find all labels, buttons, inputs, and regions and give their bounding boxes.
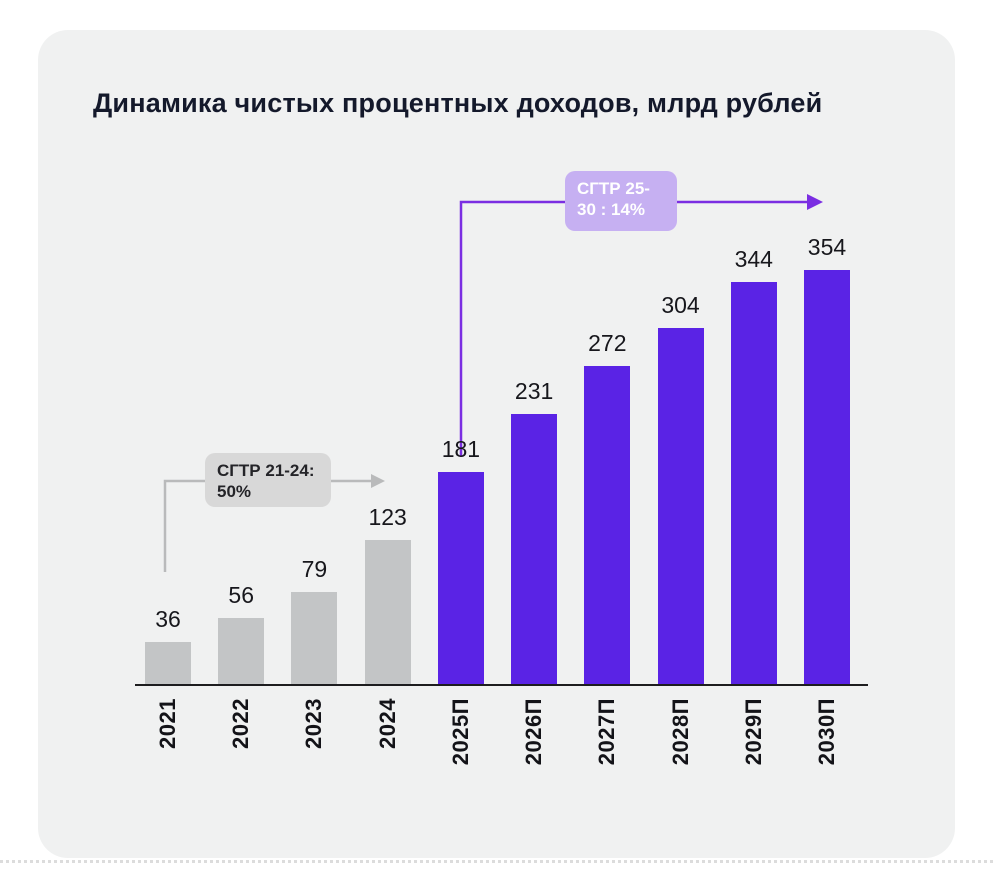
chart-title: Динамика чистых процентных доходов, млрд… xyxy=(93,88,823,118)
bar-2021 xyxy=(145,642,191,684)
bar-value-label: 79 xyxy=(301,556,328,582)
x-label-column: 2021 xyxy=(145,698,191,791)
x-label-column: 2026П xyxy=(511,698,557,791)
x-tick-label-2029П: 2029П xyxy=(740,698,766,766)
bar-column-2029П: 344 xyxy=(730,246,777,684)
x-label-column: 2029П xyxy=(731,698,777,791)
bar-chart: 36 56 79 123 181 231 272 304 344 354 СГТР 21-24: … xyxy=(135,169,868,789)
bar-column-2025П: 181 xyxy=(437,436,484,684)
x-axis-line xyxy=(135,684,868,686)
cagr-badge-21-24: СГТР 21-24: 50% xyxy=(205,453,331,507)
bar-value-label: 272 xyxy=(588,330,627,356)
bar-2028П xyxy=(657,328,704,684)
x-label-column: 2025П xyxy=(438,698,484,791)
plot-area: 36 56 79 123 181 231 272 304 344 354 СГТР 21-24: … xyxy=(135,169,868,684)
bar-column-2028П: 304 xyxy=(657,292,704,684)
bar-value-label: 36 xyxy=(155,606,181,632)
x-label-column: 2028П xyxy=(658,698,704,791)
x-label-column: 2030П xyxy=(804,698,850,791)
x-tick-label-2028П: 2028П xyxy=(667,698,693,766)
bar-2022 xyxy=(218,618,265,684)
bar-column-2022: 56 xyxy=(218,582,265,684)
bar-value-label: 354 xyxy=(807,234,847,260)
bar-2029П xyxy=(730,282,777,684)
bars-row: 36 56 79 123 181 231 272 304 344 354 xyxy=(135,169,868,684)
x-tick-label-2022: 2022 xyxy=(228,698,254,749)
bar-2025П xyxy=(437,472,484,684)
x-tick-label-2024: 2024 xyxy=(374,698,400,749)
x-label-column: 2027П xyxy=(584,698,630,791)
bar-value-label: 231 xyxy=(514,378,554,404)
bar-column-2024: 123 xyxy=(364,504,411,684)
bar-value-label: 304 xyxy=(661,292,700,318)
x-axis-labels: 2021 2022 2023 2024 2025П 2026П 2027П 2028П 2029… xyxy=(135,686,868,791)
x-tick-label-2023: 2023 xyxy=(301,698,327,749)
bar-2027П xyxy=(584,366,631,684)
bar-column-2021: 36 xyxy=(145,606,191,684)
x-label-column: 2022 xyxy=(218,698,264,791)
page-bottom-divider xyxy=(0,860,993,863)
x-label-column: 2024 xyxy=(365,698,411,791)
bar-column-2026П: 231 xyxy=(511,378,558,684)
bar-2024 xyxy=(364,540,411,684)
bar-value-label: 181 xyxy=(441,436,481,462)
x-tick-label-2021: 2021 xyxy=(155,698,180,749)
bar-value-label: 123 xyxy=(368,504,407,530)
x-tick-label-2025П: 2025П xyxy=(447,698,473,766)
bar-column-2030П: 354 xyxy=(803,234,850,684)
x-tick-label-2027П: 2027П xyxy=(594,698,620,766)
bar-2023 xyxy=(291,592,338,684)
cagr-badge-25-30: СГТР 25-30 : 14% xyxy=(565,171,677,231)
bar-value-label: 56 xyxy=(228,582,255,608)
x-label-column: 2023 xyxy=(291,698,337,791)
chart-card: Динамика чистых процентных доходов, млрд… xyxy=(38,30,955,858)
bar-2026П xyxy=(511,414,558,684)
bar-value-label: 344 xyxy=(734,246,773,272)
x-tick-label-2030П: 2030П xyxy=(813,698,839,766)
bar-column-2023: 79 xyxy=(291,556,338,684)
bar-column-2027П: 272 xyxy=(584,330,631,684)
x-tick-label-2026П: 2026П xyxy=(521,698,547,766)
bar-2030П xyxy=(803,270,850,684)
